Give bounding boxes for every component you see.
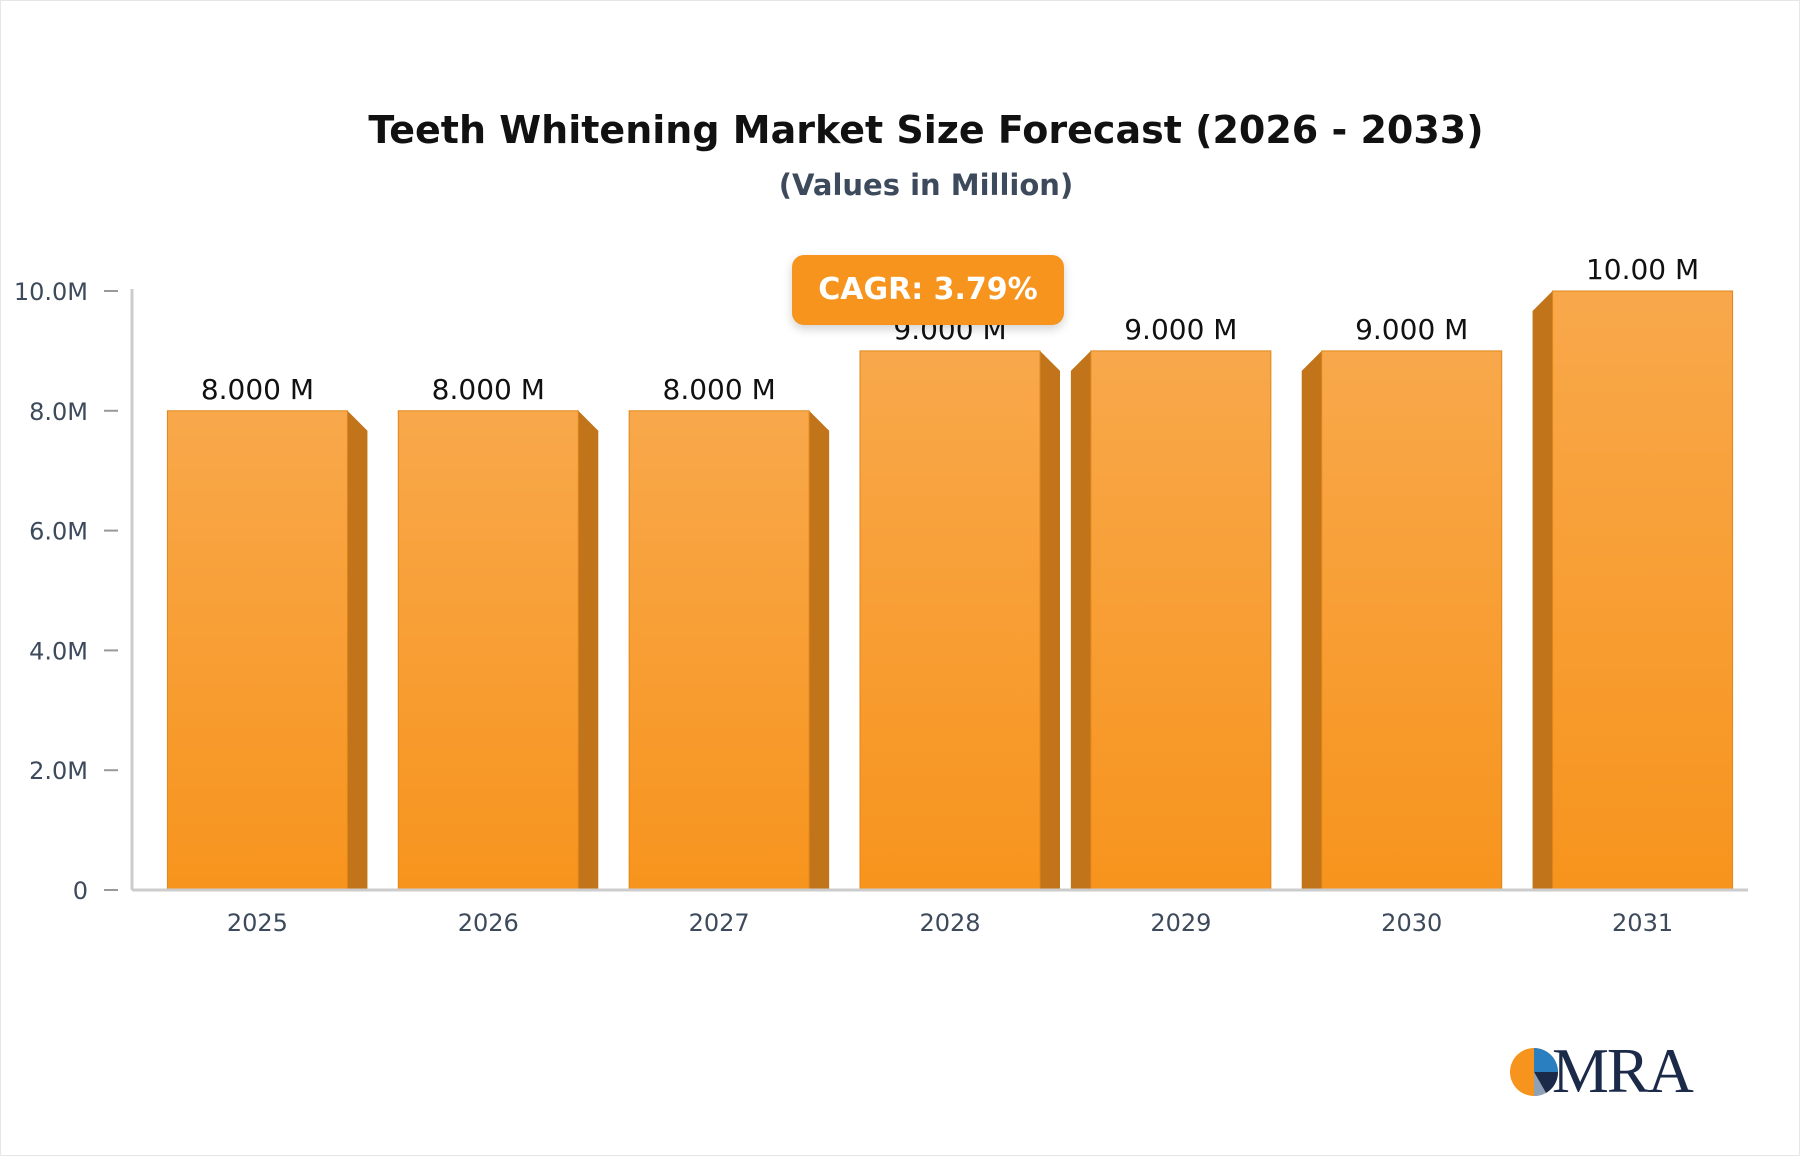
bar-value-label: 8.000 M [663, 373, 776, 406]
x-tick-label: 2029 [1150, 909, 1211, 937]
bar-side [1301, 350, 1322, 890]
bar-side [1040, 350, 1060, 890]
bar-value-label: 8.000 M [432, 373, 545, 406]
bar [1090, 350, 1272, 891]
bars [166, 290, 1734, 891]
bar-value-label: 8.000 M [201, 373, 314, 406]
x-tick-label: 2030 [1381, 909, 1442, 937]
bar-value-label: 9.000 M [1355, 313, 1468, 346]
cagr-badge: CAGR: 3.79% [792, 255, 1064, 325]
bar-value-label: 9.000 M [1124, 313, 1237, 346]
bar-side [809, 410, 830, 890]
y-tick-label: 6.0M [29, 518, 88, 546]
x-tick-label: 2026 [458, 909, 519, 937]
x-axis: 2025 2026 2027 2028 2029 2030 2031 [132, 888, 1748, 937]
x-tick-label: 2025 [227, 909, 288, 937]
bar [1552, 290, 1734, 891]
bar-side [578, 410, 599, 890]
y-tick-label: 0 [73, 877, 88, 905]
pie-logo-icon [1510, 1048, 1559, 1097]
bar [859, 350, 1041, 891]
mra-logo: MRA [1508, 1036, 1698, 1106]
data-labels: 8.000 M 8.000 M 8.000 M9.000 M 9.000 M 9.000… [201, 253, 1699, 406]
logo-text: MRA [1552, 1035, 1694, 1106]
y-tick-label: 8.0M [29, 398, 88, 426]
y-tick-label: 4.0M [29, 637, 88, 665]
y-tick-label: 10.0M [14, 278, 88, 306]
y-tick-label: 2.0M [29, 757, 88, 785]
bar-side [347, 410, 368, 890]
bar [166, 410, 348, 891]
bar-side [1532, 291, 1553, 890]
y-axis: 0 2.0M 4.0M 6.0M 8.0M 10.0M [14, 278, 134, 905]
x-tick-label: 2028 [919, 909, 980, 937]
chart-subtitle: (Values in Million) [778, 168, 1074, 202]
bar [628, 410, 810, 891]
bar-side [1070, 350, 1091, 890]
x-tick-label: 2027 [689, 909, 750, 937]
x-tick-label: 2031 [1612, 909, 1673, 937]
chart-title: Teeth Whitening Market Size Forecast (20… [368, 108, 1484, 152]
bar [397, 410, 579, 891]
bar [1321, 350, 1503, 891]
bar-value-label: 10.00 M [1586, 253, 1699, 286]
